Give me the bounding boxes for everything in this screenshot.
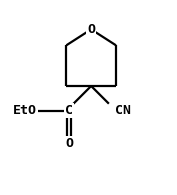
Text: EtO: EtO xyxy=(13,104,37,117)
Text: C: C xyxy=(65,104,73,117)
Text: O: O xyxy=(87,23,95,36)
Text: CN: CN xyxy=(115,104,131,117)
Text: O: O xyxy=(65,137,73,150)
